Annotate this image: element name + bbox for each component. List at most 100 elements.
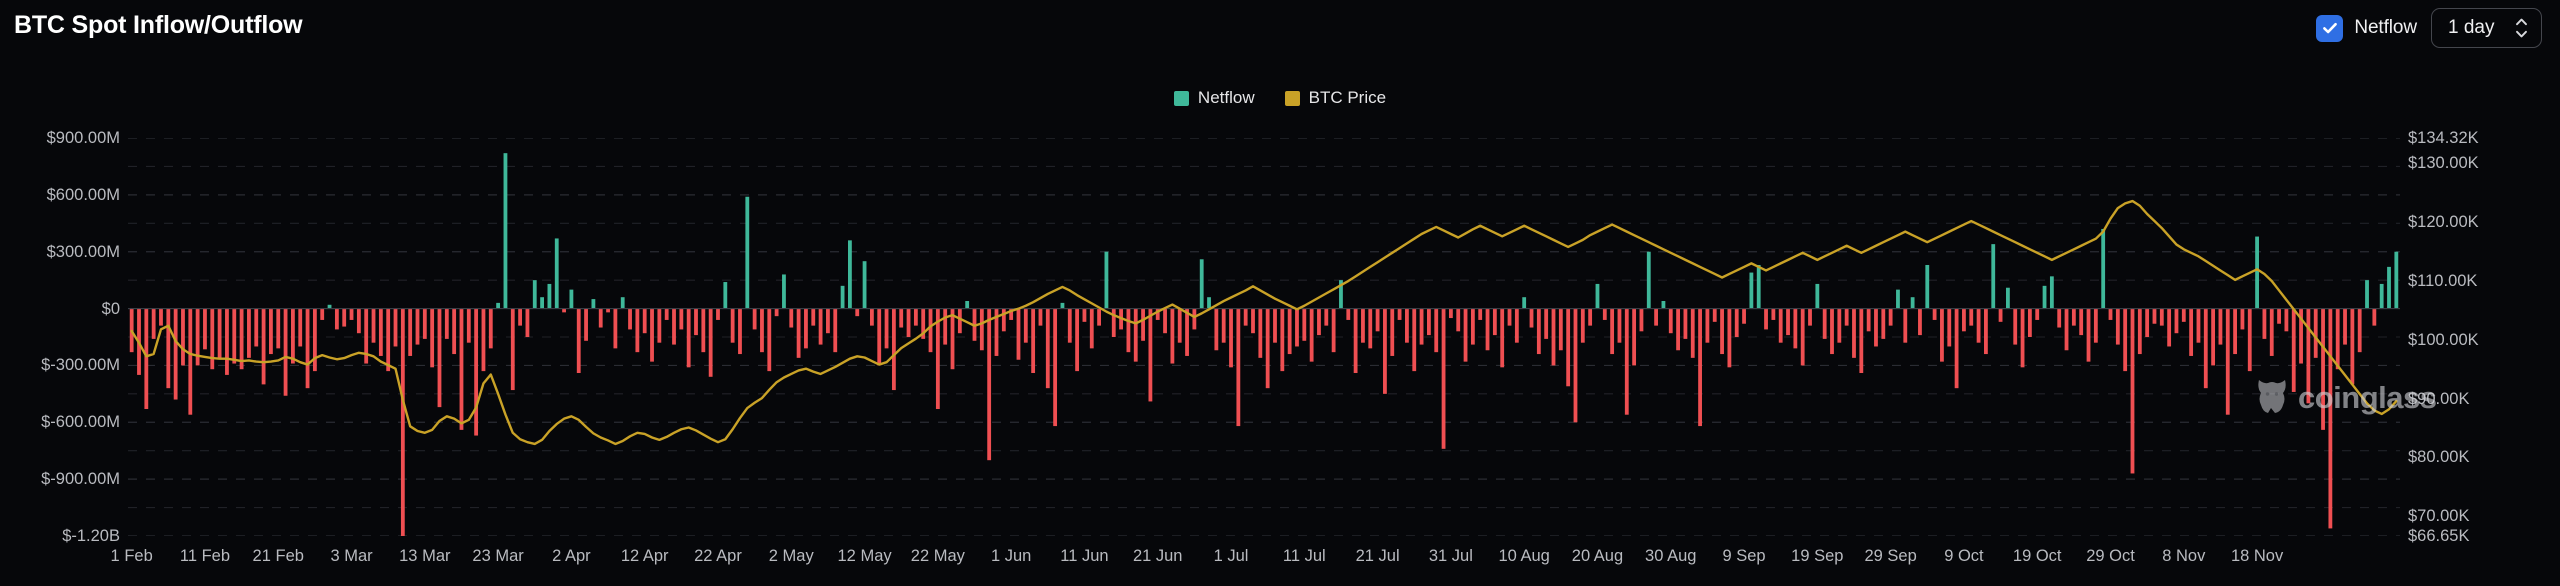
netflow-bar	[2049, 276, 2054, 309]
netflow-bar	[1104, 251, 1109, 309]
netflow-bar	[1910, 297, 1915, 309]
plot-area[interactable]	[128, 138, 2400, 536]
netflow-bar	[312, 308, 317, 372]
legend-item-btc-price[interactable]: BTC Price	[1284, 88, 1386, 108]
netflow-bar	[2343, 308, 2347, 345]
netflow-bar	[1573, 308, 1578, 423]
y-axis-left-tick: $-300.00M	[41, 356, 120, 375]
netflow-bar	[1852, 308, 1856, 358]
x-axis: 1 Feb 11 Feb 21 Feb 3 Mar 13 Mar 23 Mar 2 Apr 1…	[111, 547, 2400, 578]
netflow-bar	[2255, 236, 2259, 309]
netflow-bar	[1463, 308, 1468, 362]
y-axis-right-tick: $80.00K	[2408, 448, 2470, 467]
netflow-bar	[393, 308, 398, 347]
netflow-bar	[290, 308, 295, 364]
netflow-bar	[1529, 308, 1534, 328]
netflow-bar	[1126, 308, 1131, 353]
y-axis-left: $900.00M $600.00M $300.00M $0 $-300.00M $-600…	[0, 130, 120, 544]
netflow-bar	[1624, 308, 1629, 415]
netflow-bar	[1368, 308, 1373, 349]
x-axis-tick: 20 Aug	[1571, 547, 1624, 565]
netflow-bar	[1580, 308, 1585, 343]
netflow-checkbox[interactable]: Netflow	[2316, 14, 2417, 42]
netflow-bar	[1668, 308, 1673, 334]
x-axis-tick: 13 Mar	[399, 547, 451, 565]
netflow-bar	[1500, 308, 1505, 368]
netflow-bar	[965, 300, 970, 309]
netflow-bar	[2159, 308, 2164, 326]
x-axis-tick: 10 Aug	[1498, 547, 1550, 565]
netflow-bar	[1038, 308, 1043, 326]
y-axis-right-tick: $134.32K	[2408, 128, 2479, 147]
netflow-bar	[730, 308, 735, 343]
netflow-bar	[1346, 308, 1351, 320]
x-axis-tick: 2 May	[768, 547, 814, 565]
netflow-bars[interactable]	[129, 153, 2399, 536]
netflow-bar	[1280, 308, 1285, 372]
netflow-bar	[1617, 308, 1622, 343]
netflow-bar	[254, 308, 259, 347]
netflow-bar	[1918, 308, 1922, 336]
interval-select[interactable]: 1 day	[2431, 8, 2542, 48]
netflow-bar	[1133, 308, 1138, 362]
x-axis-tick: 1 Feb	[110, 547, 153, 565]
netflow-bar	[1390, 308, 1395, 356]
netflow-bar	[2123, 308, 2128, 372]
netflow-bar	[298, 308, 303, 347]
netflow-bar	[1251, 308, 1255, 334]
netflow-bar	[1683, 308, 1688, 339]
x-axis-tick: 1 Jun	[990, 547, 1032, 565]
netflow-bar	[2093, 308, 2098, 343]
netflow-bar	[1749, 272, 1754, 309]
netflow-bar	[1023, 308, 1028, 343]
netflow-bar	[1925, 264, 1930, 309]
netflow-bar	[1844, 308, 1849, 326]
netflow-bar	[789, 308, 794, 328]
netflow-bar	[569, 289, 574, 309]
y-axis-left-tick: $-600.00M	[41, 413, 120, 432]
netflow-bar	[576, 308, 581, 374]
x-axis-tick: 2 Apr	[552, 547, 591, 565]
netflow-bar	[1690, 308, 1695, 358]
netflow-bar	[1177, 308, 1182, 343]
netflow-bar	[994, 308, 999, 356]
netflow-bar	[1940, 308, 1944, 362]
x-axis-tick: 3 Mar	[330, 547, 373, 565]
legend-item-netflow[interactable]: Netflow	[1173, 88, 1255, 108]
netflow-bar	[1727, 308, 1732, 368]
netflow-bar	[305, 308, 310, 389]
netflow-bar	[562, 308, 566, 313]
x-axis-tick: 22 Apr	[694, 547, 742, 565]
check-icon[interactable]	[2316, 14, 2344, 42]
netflow-bar	[628, 308, 632, 330]
netflow-bar	[1287, 308, 1292, 355]
stepper-updown-icon[interactable]	[2515, 18, 2528, 38]
netflow-bar	[833, 308, 838, 353]
netflow-bar	[1478, 308, 1483, 320]
netflow-bar	[1229, 308, 1233, 368]
legend-swatch-icon	[1173, 90, 1189, 106]
netflow-bar	[364, 308, 369, 364]
y-axis-left-tick: $-900.00M	[41, 469, 120, 488]
netflow-bar	[422, 308, 427, 339]
netflow-bar	[1456, 308, 1461, 332]
netflow-bar	[2071, 308, 2076, 326]
netflow-bar	[1331, 308, 1336, 353]
chart-canvas	[128, 138, 2400, 536]
netflow-bar	[2299, 308, 2303, 364]
netflow-bar	[247, 308, 251, 358]
netflow-bar	[2211, 308, 2216, 366]
netflow-bar	[796, 308, 801, 358]
y-axis-left-tick: $600.00M	[46, 185, 120, 204]
netflow-bar	[481, 308, 486, 372]
netflow-bar	[774, 308, 779, 317]
netflow-bar	[1793, 308, 1798, 349]
netflow-bar	[1221, 308, 1226, 343]
x-axis-tick: 21 Jul	[1355, 547, 1400, 565]
netflow-bar	[1969, 308, 1974, 326]
netflow-bar	[1155, 308, 1160, 320]
x-axis-tick: 29 Oct	[2086, 547, 2135, 565]
netflow-bar	[2394, 251, 2399, 309]
netflow-bar	[1045, 308, 1050, 389]
